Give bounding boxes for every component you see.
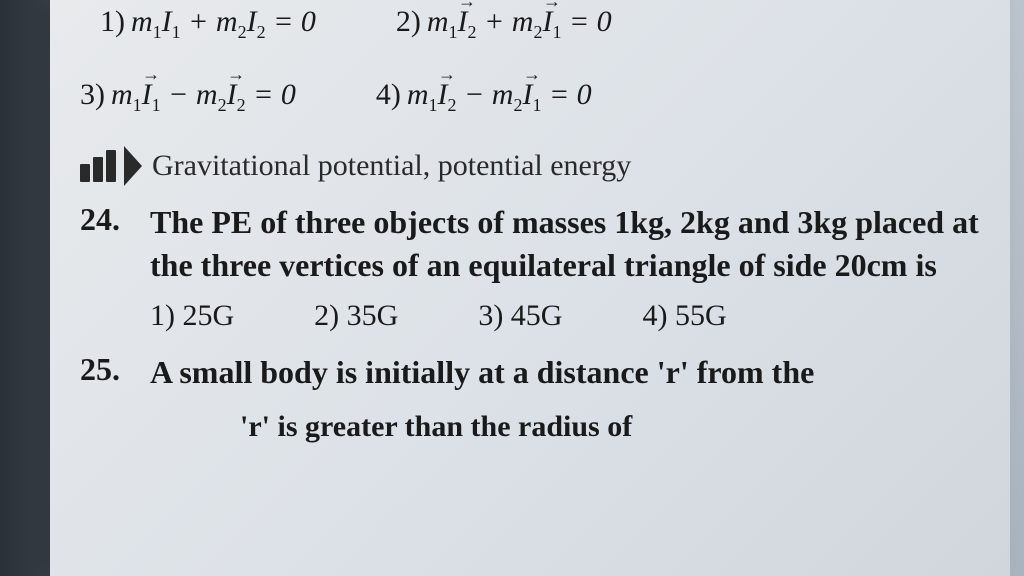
option-4: 4) m1I2 − m2I1 = 0 bbox=[376, 78, 592, 116]
option-2: 2) m1I2 + m2I1 = 0 bbox=[396, 5, 612, 43]
q25-text: A small body is initially at a distance … bbox=[150, 351, 814, 394]
option-2-num: 2) bbox=[396, 5, 421, 39]
option-3-num: 3) bbox=[80, 78, 105, 112]
option-1-num: 1) bbox=[100, 5, 125, 39]
q24-option-3: 3) 45G bbox=[478, 299, 562, 333]
q24-option-2: 2) 35G bbox=[314, 299, 398, 333]
q24-number: 24. bbox=[80, 201, 135, 287]
q24-option-1: 1) 25G bbox=[150, 299, 234, 333]
option-1-expr: m1I1 + m2I2 = 0 bbox=[131, 5, 316, 43]
section-header: Gravitational potential, potential energ… bbox=[80, 146, 980, 186]
option-1: 1) m1I1 + m2I2 = 0 bbox=[100, 5, 316, 43]
option-4-num: 4) bbox=[376, 78, 401, 112]
option-4-expr: m1I2 − m2I1 = 0 bbox=[407, 78, 592, 116]
section-arrow-icon bbox=[124, 146, 142, 186]
equation-row-1: 1) m1I1 + m2I2 = 0 2) m1I2 + m2I1 = 0 bbox=[80, 0, 980, 43]
option-2-expr: m1I2 + m2I1 = 0 bbox=[427, 5, 612, 43]
question-24: 24. The PE of three objects of masses 1k… bbox=[80, 201, 980, 287]
q24-options: 1) 25G 2) 35G 3) 45G 4) 55G bbox=[150, 299, 980, 333]
option-3: 3) m1I1 − m2I2 = 0 bbox=[80, 78, 296, 116]
section-bars-icon bbox=[80, 150, 116, 182]
q25-cutoff-text: 'r' is greater than the radius of bbox=[240, 410, 980, 444]
option-3-expr: m1I1 − m2I2 = 0 bbox=[111, 78, 296, 116]
section-title: Gravitational potential, potential energ… bbox=[152, 149, 631, 183]
q25-number: 25. bbox=[80, 351, 135, 394]
equation-row-2: 3) m1I1 − m2I2 = 0 4) m1I2 − m2I1 = 0 bbox=[80, 78, 980, 116]
page-content: 1) m1I1 + m2I2 = 0 2) m1I2 + m2I1 = 0 3)… bbox=[50, 0, 1010, 576]
q24-text: The PE of three objects of masses 1kg, 2… bbox=[150, 201, 980, 287]
left-page-edge bbox=[0, 0, 50, 576]
q24-option-4: 4) 55G bbox=[642, 299, 726, 333]
question-25: 25. A small body is initially at a dista… bbox=[80, 351, 980, 394]
